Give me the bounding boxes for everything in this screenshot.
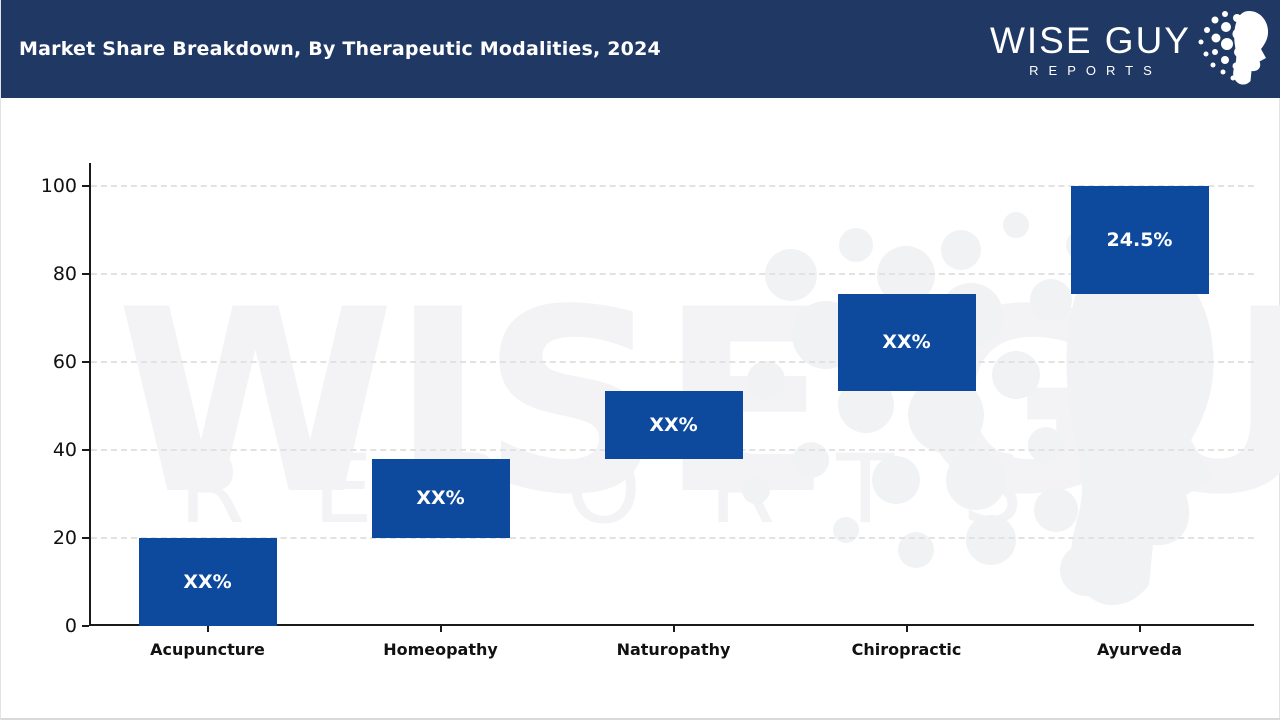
gridline-100	[91, 185, 1254, 187]
brand-logo: WISE GUY REPORTS	[990, 6, 1271, 92]
y-tick-label-60: 60	[52, 351, 77, 373]
y-tick-label-40: 40	[52, 439, 77, 461]
gridline-80	[91, 273, 1254, 275]
chart-title: Market Share Breakdown, By Therapeutic M…	[19, 38, 661, 60]
y-tick-40	[82, 449, 89, 451]
x-category-label-2: Naturopathy	[616, 640, 731, 659]
y-tick-100	[82, 185, 89, 187]
x-category-label-4: Ayurveda	[1096, 640, 1183, 659]
logo-wordmark-sub: REPORTS	[1029, 63, 1162, 78]
x-tick-0	[206, 624, 209, 632]
bar-value-label-3: XX%	[882, 331, 931, 354]
bar-value-label-0: XX%	[183, 571, 232, 593]
y-tick-80	[82, 273, 89, 275]
bar-acupuncture: XX%	[138, 538, 277, 626]
bottom-border	[1, 718, 1280, 720]
x-tick-4	[1138, 624, 1141, 632]
x-category-label-0: Acupuncture	[150, 640, 265, 659]
y-tick-label-0: 0	[64, 615, 77, 637]
logo-wordmark-main: WISE GUY	[989, 20, 1191, 61]
y-tick-label-20: 20	[52, 527, 77, 549]
x-category-label-3: Chiropractic	[851, 640, 962, 659]
logo-head-icon	[1198, 11, 1269, 85]
gridline-20	[91, 537, 1254, 539]
logo-wordmark: WISE GUY REPORTS	[990, 20, 1191, 78]
x-category-label-1: Homeopathy	[383, 640, 498, 659]
header-bar: Market Share Breakdown, By Therapeutic M…	[1, 0, 1280, 98]
x-tick-3	[905, 624, 908, 632]
bar-ayurveda: 24.5%	[1070, 186, 1209, 294]
x-tick-2	[672, 624, 675, 632]
y-tick-20	[82, 537, 89, 539]
gridline-60	[91, 361, 1254, 363]
bar-value-label-1: XX%	[416, 487, 465, 510]
y-tick-label-100: 100	[40, 175, 77, 197]
bar-naturopathy: XX%	[604, 390, 743, 459]
bar-chiropractic: XX%	[837, 293, 976, 391]
y-tick-0	[82, 625, 89, 627]
bar-value-label-4: 24.5%	[1106, 228, 1173, 251]
y-tick-label-80: 80	[52, 263, 77, 285]
x-tick-1	[439, 624, 442, 632]
bar-homeopathy: XX%	[371, 458, 510, 538]
plot-area: 0 20 40 60 80 100 Acupuncture XX% Homeopathy XX% N…	[41, 163, 1254, 659]
y-tick-60	[82, 361, 89, 363]
bar-value-label-2: XX%	[649, 413, 698, 436]
